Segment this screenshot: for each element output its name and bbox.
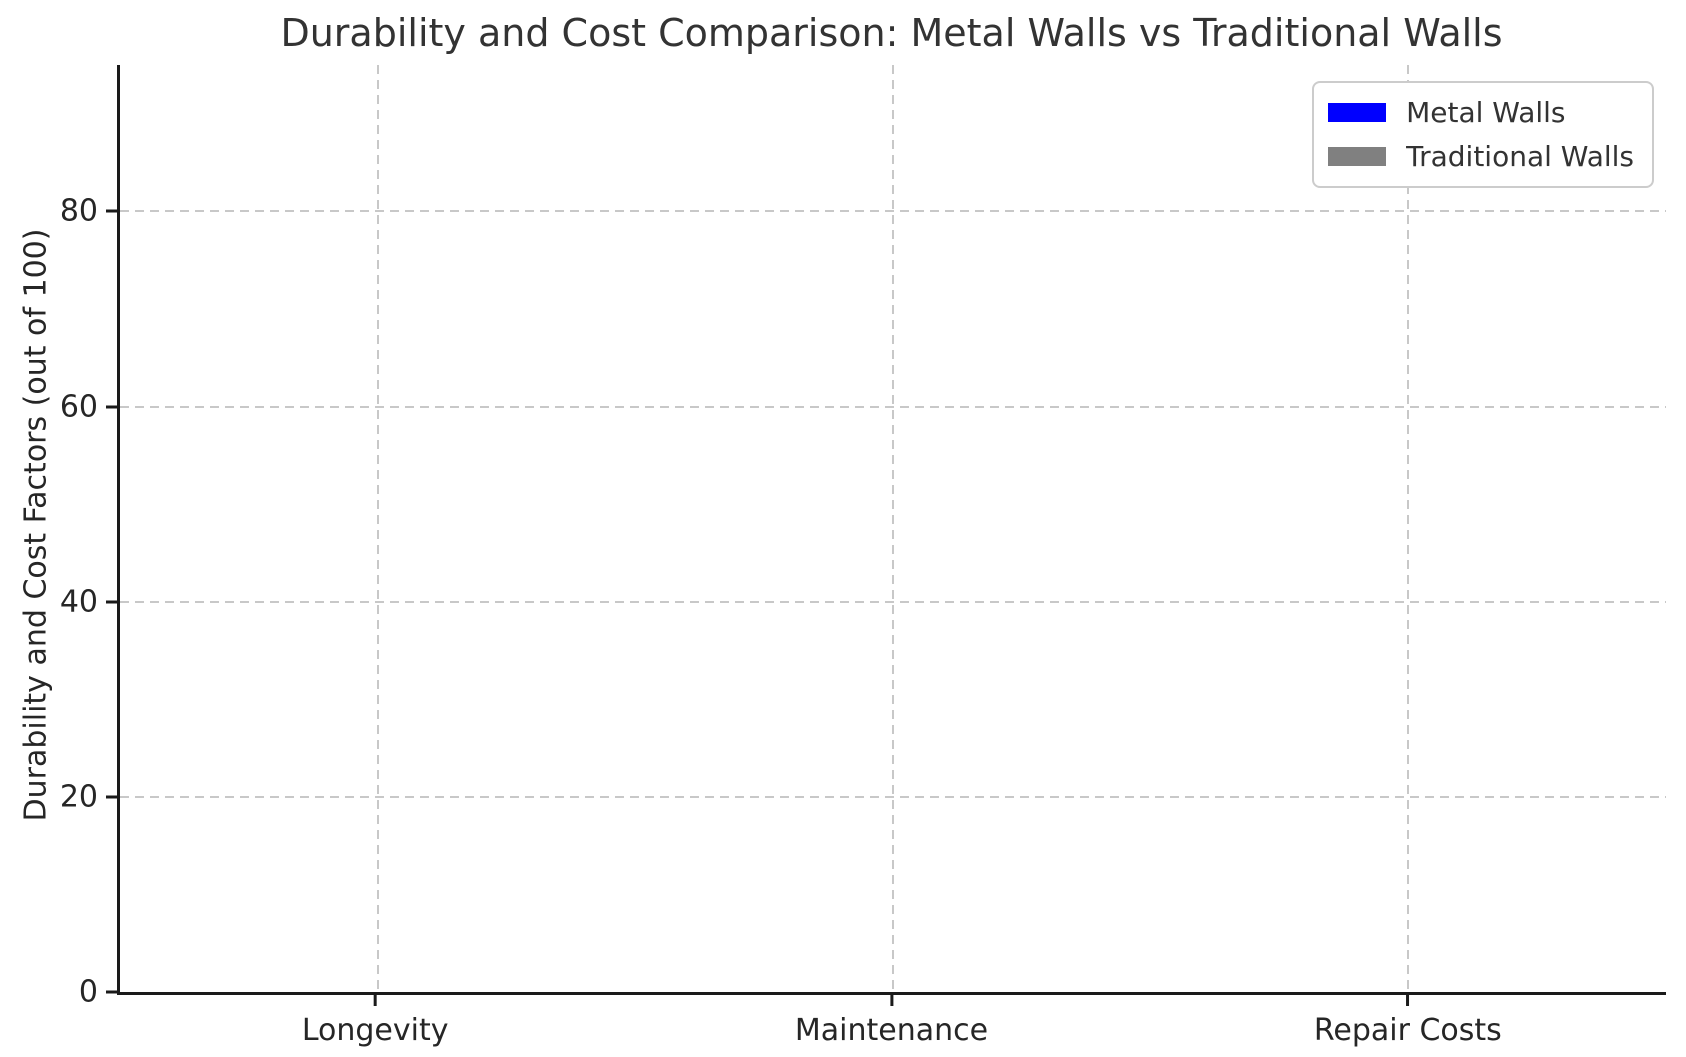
legend-label-metal-walls: Metal Walls [1406,96,1566,129]
y-tick-label: 0 [78,974,98,1010]
y-tick-label: 80 [59,193,98,229]
legend-item-traditional-walls: Traditional Walls [1328,140,1634,173]
x-tick-longevity: Longevity [301,995,449,1048]
y-tick-20: 20 [60,779,117,814]
y-tick-0: 0 [79,975,117,1010]
y-axis: 0 20 40 60 80 [0,65,117,1010]
y-tick-mark [106,209,117,213]
plot-area: Metal Walls Traditional Walls [117,65,1666,995]
x-tick-mark [889,995,893,1006]
y-tick-40: 40 [60,584,117,619]
y-tick-mark [106,795,117,799]
bars-layer [120,65,1666,992]
x-tick-mark [373,995,377,1006]
chart-title: Durability and Cost Comparison: Metal Wa… [280,11,1503,55]
x-tick-repair-costs: Repair Costs [1314,995,1502,1048]
y-tick-mark [106,405,117,409]
x-tick-mark [1406,995,1410,1006]
y-tick-60: 60 [60,389,117,424]
y-tick-label: 40 [59,584,98,620]
y-tick-label: 20 [59,779,98,815]
x-tick-label: Longevity [301,1013,449,1048]
legend-item-metal-walls: Metal Walls [1328,96,1634,129]
y-tick-label: 60 [59,389,98,425]
x-tick-maintenance: Maintenance [795,995,988,1048]
x-tick-label: Repair Costs [1313,1013,1502,1048]
legend-label-traditional-walls: Traditional Walls [1406,140,1634,173]
legend-swatch-metal-walls [1328,103,1387,122]
y-tick-80: 80 [60,194,117,229]
y-tick-mark [106,600,117,604]
x-tick-label: Maintenance [794,1013,989,1048]
legend: Metal Walls Traditional Walls [1312,81,1654,188]
x-axis: Longevity Maintenance Repair Costs [117,995,1666,1055]
y-tick-mark [106,990,117,994]
legend-swatch-traditional-walls [1328,147,1387,166]
